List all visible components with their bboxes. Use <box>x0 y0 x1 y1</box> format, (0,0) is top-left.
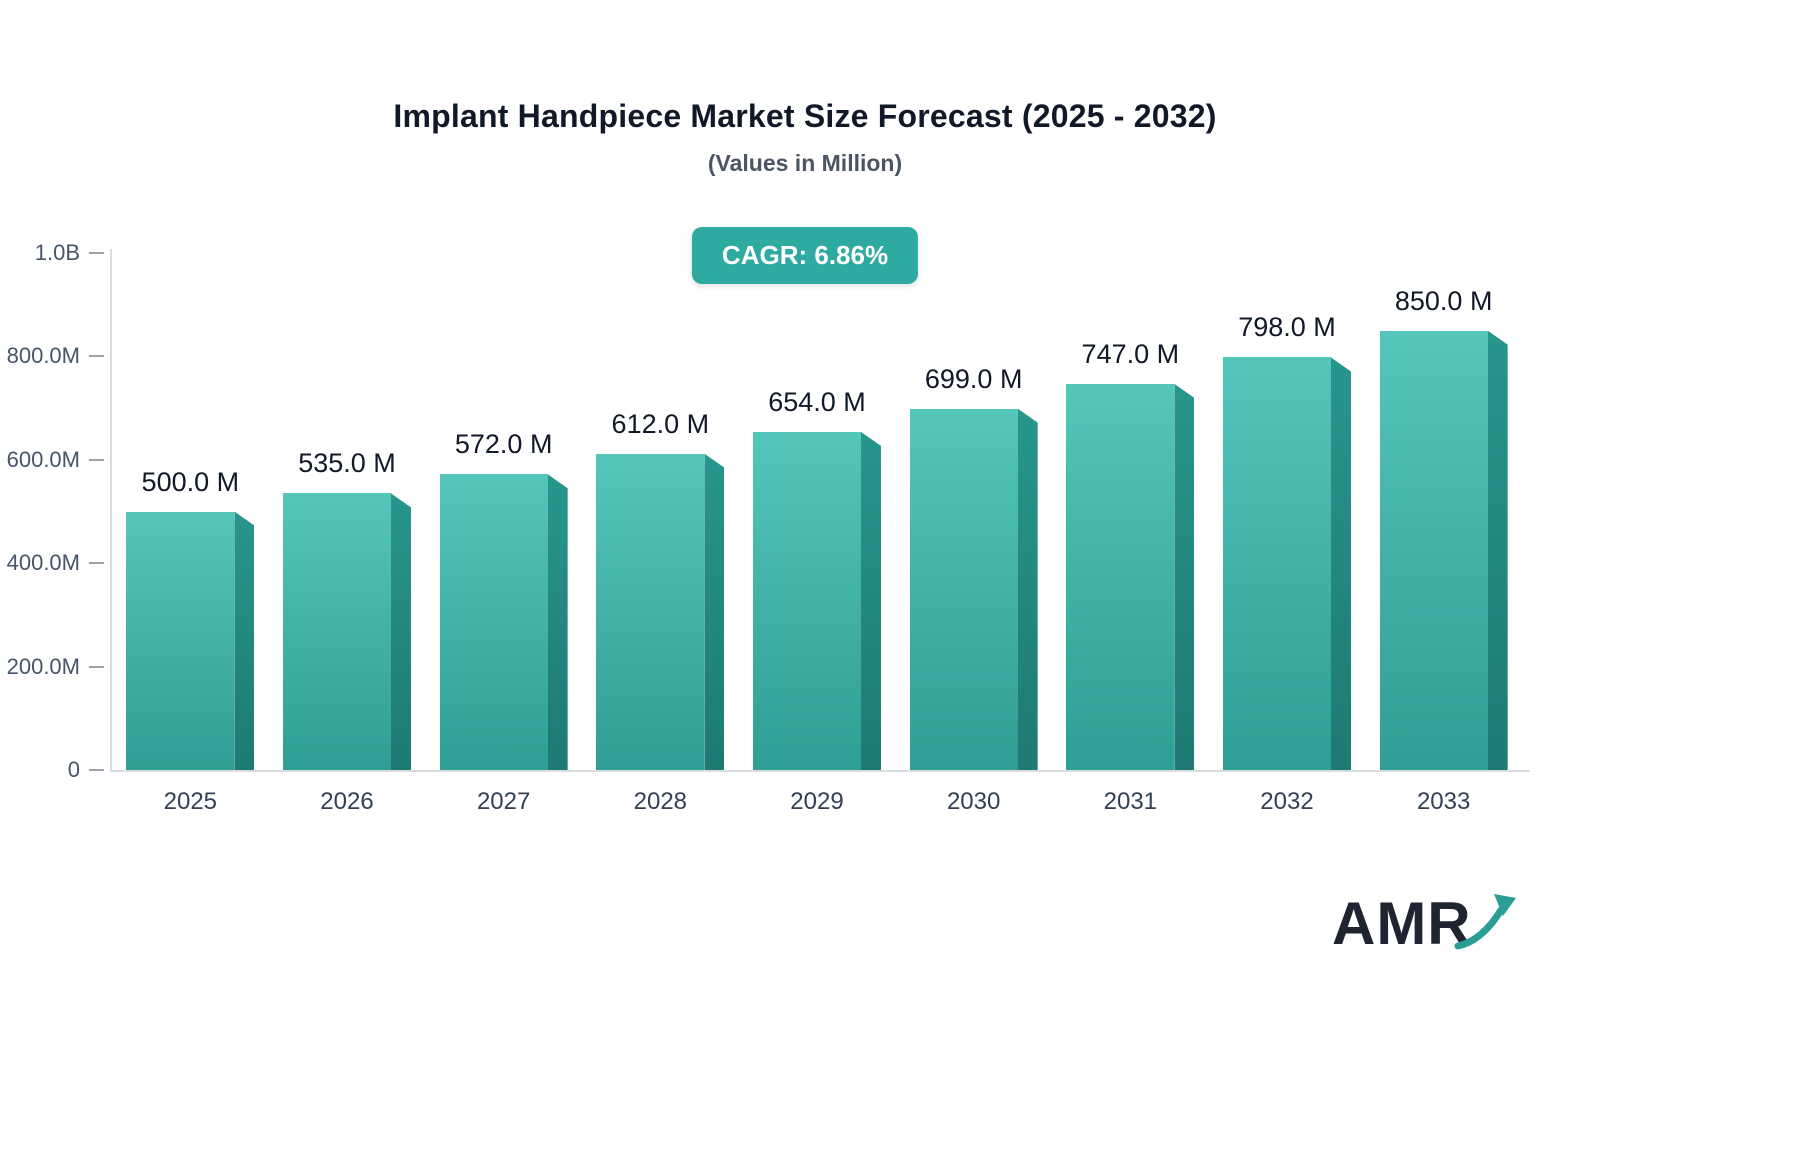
y-axis-tick: 600.0M <box>7 447 104 473</box>
bar-value-label: 850.0 M <box>1394 285 1493 316</box>
bar-value-label: 500.0 M <box>141 466 240 497</box>
bar-side-face <box>860 431 881 770</box>
bar <box>1379 330 1508 770</box>
bar <box>126 511 255 770</box>
y-axis-tick: 1.0B <box>35 240 104 266</box>
y-axis-tick: 400.0M <box>7 550 104 576</box>
x-axis-label: 2029 <box>790 788 844 815</box>
y-axis-tick: 200.0M <box>7 654 104 680</box>
bar-front-face <box>909 408 1018 770</box>
bar-front-face <box>439 474 548 770</box>
x-axis-label: 2027 <box>476 788 531 815</box>
bar <box>282 493 411 770</box>
x-axis-line <box>110 770 1530 772</box>
y-axis-tick-label: 0 <box>67 757 80 782</box>
bar-side-face <box>1174 383 1195 770</box>
bar-group: 747.0 M 2031 <box>1052 253 1209 815</box>
bar-group: 850.0 M 2033 <box>1365 253 1522 815</box>
bar-value-label: 654.0 M <box>768 386 866 417</box>
y-axis-tick-mark <box>89 769 104 771</box>
bar-side-face <box>547 474 568 770</box>
y-axis-tick: 0 <box>68 757 104 783</box>
brand-logo: AMR <box>1332 890 1516 954</box>
bar-side-face <box>1017 408 1038 770</box>
x-axis-label: 2026 <box>320 788 374 815</box>
bar-front-face <box>282 493 391 770</box>
chart-title: Implant Handpiece Market Size Forecast (… <box>393 98 1217 134</box>
bar <box>909 408 1038 770</box>
x-axis-label: 2025 <box>163 788 218 815</box>
bar <box>439 474 568 770</box>
cagr-badge: CAGR: 6.86% <box>691 227 919 284</box>
bar <box>1066 383 1195 770</box>
bar-side-face <box>1330 357 1351 770</box>
x-axis-label: 2032 <box>1260 788 1314 815</box>
plot-area: 0 200.0M 400.0M 600.0M 800.0M 1.0B 500.0 M 2025… <box>7 240 1530 815</box>
bar-side-face <box>234 511 255 770</box>
bar <box>596 453 725 770</box>
y-axis-tick-mark <box>89 665 104 668</box>
x-axis-label: 2031 <box>1103 788 1158 815</box>
bar-value-label: 798.0 M <box>1238 312 1336 343</box>
bar-side-face <box>390 493 411 770</box>
y-axis-line <box>110 249 112 772</box>
bar-group: 798.0 M 2032 <box>1209 253 1366 815</box>
y-axis-tick-label: 1.0B <box>34 240 80 265</box>
bar-group: 654.0 M 2029 <box>739 253 896 815</box>
x-axis-label: 2028 <box>633 788 688 815</box>
x-axis-label: 2033 <box>1416 788 1471 815</box>
bar-value-label: 612.0 M <box>611 408 710 439</box>
bar-side-face <box>704 453 725 770</box>
y-axis-tick-mark <box>89 252 104 254</box>
x-axis-label: 2030 <box>946 788 1001 815</box>
bar-front-face <box>1379 330 1488 770</box>
bar-front-face <box>126 511 235 770</box>
bar-value-label: 572.0 M <box>454 429 553 460</box>
bar-front-face <box>1066 383 1175 770</box>
y-axis-tick-label: 600.0M <box>6 446 80 472</box>
bar <box>1222 357 1351 770</box>
y-axis-tick-mark <box>89 458 104 461</box>
y-axis-tick-label: 200.0M <box>6 653 80 679</box>
bar-value-label: 699.0 M <box>924 363 1023 394</box>
bar <box>752 431 881 770</box>
brand-logo-text: AMR <box>1332 890 1472 957</box>
y-axis-tick-mark <box>89 355 104 358</box>
bar-group: 612.0 M 2028 <box>582 253 739 815</box>
y-axis-tick-label: 400.0M <box>6 550 80 576</box>
bar-group: 500.0 M 2025 <box>112 253 269 815</box>
y-axis-tick-mark <box>89 562 104 565</box>
bar-group: 572.0 M 2027 <box>425 253 582 815</box>
bar-side-face <box>1487 330 1508 770</box>
chart-subtitle: (Values in Million) <box>707 150 903 176</box>
bar-value-label: 535.0 M <box>298 448 396 479</box>
bar-front-face <box>596 453 705 770</box>
growth-arrow-icon <box>1454 894 1516 950</box>
bar-group: 535.0 M 2026 <box>269 253 426 815</box>
y-axis-tick: 800.0M <box>7 343 104 369</box>
y-axis-tick-label: 800.0M <box>6 343 80 369</box>
bar-group: 699.0 M 2030 <box>895 253 1052 815</box>
bar-front-face <box>1222 357 1331 770</box>
bar-front-face <box>752 431 861 770</box>
bar-value-label: 747.0 M <box>1081 338 1180 369</box>
